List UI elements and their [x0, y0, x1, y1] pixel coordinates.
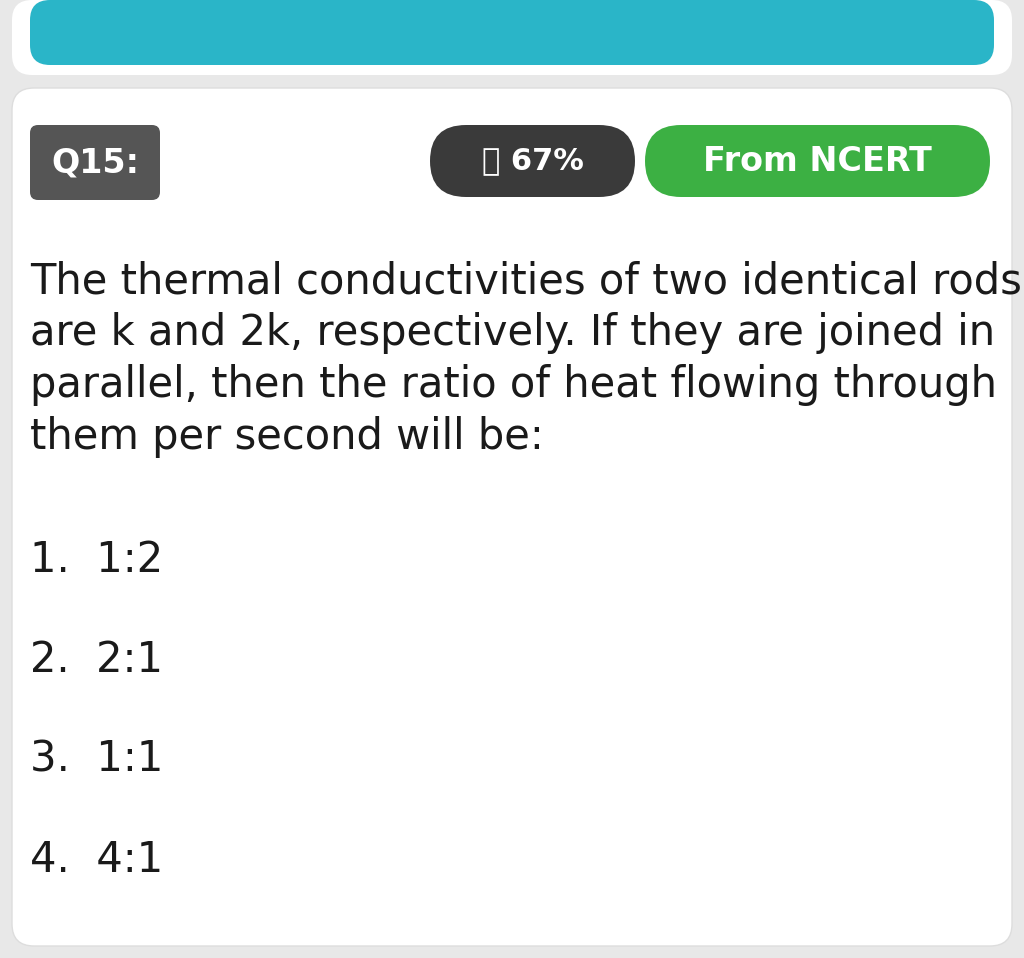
- Text: 4.  4:1: 4. 4:1: [30, 839, 163, 881]
- FancyBboxPatch shape: [30, 0, 994, 65]
- Text: The thermal conductivities of two identical rods: The thermal conductivities of two identi…: [30, 260, 1022, 302]
- FancyBboxPatch shape: [12, 0, 1012, 75]
- Text: are k and 2k, respectively. If they are joined in: are k and 2k, respectively. If they are …: [30, 312, 995, 354]
- FancyBboxPatch shape: [30, 125, 160, 200]
- Text: Q15:: Q15:: [51, 146, 139, 179]
- Text: 1.  1:2: 1. 1:2: [30, 539, 163, 581]
- FancyBboxPatch shape: [645, 125, 990, 197]
- Text: them per second will be:: them per second will be:: [30, 416, 544, 458]
- FancyBboxPatch shape: [430, 125, 635, 197]
- Text: 👍 67%: 👍 67%: [481, 147, 584, 175]
- FancyBboxPatch shape: [12, 88, 1012, 946]
- Text: parallel, then the ratio of heat flowing through: parallel, then the ratio of heat flowing…: [30, 364, 997, 406]
- Text: From NCERT: From NCERT: [703, 145, 932, 177]
- Text: 3.  1:1: 3. 1:1: [30, 739, 164, 781]
- Text: 2.  2:1: 2. 2:1: [30, 639, 163, 681]
